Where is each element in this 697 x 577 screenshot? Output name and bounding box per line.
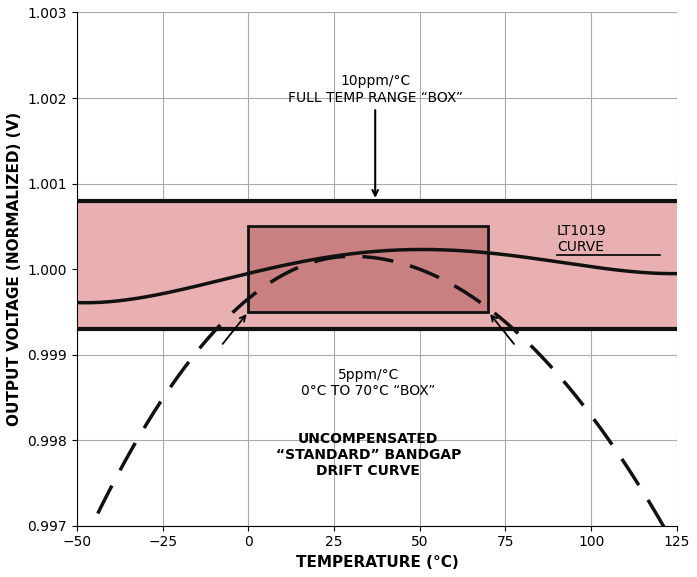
Bar: [248, 226, 489, 312]
X-axis label: TEMPERATURE (°C): TEMPERATURE (°C): [296, 555, 459, 570]
Text: LT1019
CURVE: LT1019 CURVE: [557, 224, 606, 254]
Y-axis label: OUTPUT VOLTAGE (NORMALIZED) (V): OUTPUT VOLTAGE (NORMALIZED) (V): [7, 112, 22, 426]
Text: UNCOMPENSATED
“STANDARD” BANDGAP
DRIFT CURVE: UNCOMPENSATED “STANDARD” BANDGAP DRIFT C…: [275, 432, 461, 478]
Bar: [77, 201, 677, 329]
Text: 10ppm/°C
FULL TEMP RANGE “BOX”: 10ppm/°C FULL TEMP RANGE “BOX”: [288, 74, 463, 196]
Text: 5ppm/°C
0°C TO 70°C “BOX”: 5ppm/°C 0°C TO 70°C “BOX”: [301, 368, 436, 398]
